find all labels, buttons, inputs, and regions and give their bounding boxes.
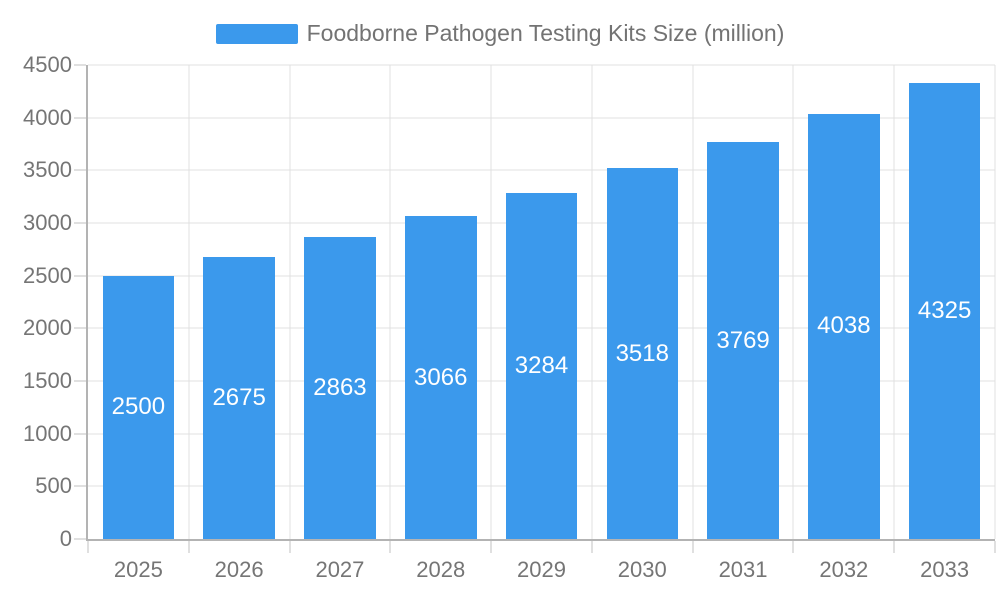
v-gridline	[389, 65, 391, 539]
bar-category: 4325	[894, 65, 995, 539]
x-axis-tick	[289, 541, 291, 553]
x-axis-tick	[490, 541, 492, 553]
x-axis-label: 2033	[920, 557, 970, 582]
y-axis-label: 2500	[23, 262, 72, 288]
bar[interactable]: 3518	[606, 168, 679, 539]
bar[interactable]: 4038	[808, 113, 880, 539]
bar[interactable]: 3769	[707, 142, 779, 539]
y-axis-line	[86, 65, 88, 541]
bar[interactable]: 2675	[203, 257, 275, 539]
x-axis-label: 2027	[315, 557, 365, 582]
plot-area: 2500 2675 2863 3066 3284 3518 3769 4038 4325 0 50…	[23, 54, 996, 581]
bar-category: 3066	[390, 65, 491, 539]
x-axis-tick	[893, 541, 895, 553]
bar-category: 3284	[491, 65, 592, 539]
bar-value-label: 3066	[414, 363, 468, 391]
bar-category: 2675	[189, 65, 290, 539]
bar[interactable]: 3284	[505, 193, 578, 539]
x-axis-label: 2029	[517, 557, 566, 582]
v-gridline	[591, 65, 593, 539]
y-axis-label: 1500	[23, 368, 72, 394]
y-axis-tick	[74, 485, 86, 487]
bar-value-label: 2500	[111, 393, 166, 421]
x-axis-tick	[792, 541, 794, 553]
bar-category: 2500	[88, 65, 189, 539]
y-axis-label: 1000	[23, 420, 72, 446]
x-axis-tick	[692, 541, 694, 553]
bar-value-label: 4325	[917, 297, 972, 325]
v-gridline	[692, 65, 694, 539]
x-axis-label: 2025	[113, 557, 163, 582]
y-axis-tick	[74, 169, 86, 171]
x-axis-line	[86, 539, 995, 541]
y-axis-label: 4000	[23, 104, 72, 130]
y-axis-tick	[74, 222, 86, 224]
bar-value-label: 2863	[313, 374, 367, 402]
y-axis-label: 3000	[23, 210, 72, 236]
bar-category: 4038	[793, 65, 894, 539]
v-gridline	[188, 65, 190, 539]
x-axis-tick	[87, 541, 89, 553]
bar-value-label: 3518	[615, 339, 669, 367]
y-axis-tick	[74, 380, 86, 382]
y-axis-tick	[74, 275, 86, 277]
x-axis-tick	[188, 541, 190, 553]
legend-label: Foodborne Pathogen Testing Kits Size (mi…	[306, 20, 785, 46]
h-gridline	[88, 117, 995, 119]
x-axis-label: 2026	[214, 557, 264, 582]
bar-category: 3769	[693, 65, 794, 539]
y-axis-label: 500	[35, 473, 72, 499]
x-axis-label: 2028	[416, 557, 466, 582]
bar-value-label: 4038	[817, 312, 871, 340]
bar-category: 2863	[290, 65, 391, 539]
bars-container: 2500 2675 2863 3066 3284 3518 3769 4038 4325	[88, 65, 995, 539]
y-axis-tick	[74, 538, 86, 540]
bar[interactable]: 2863	[304, 237, 376, 539]
y-axis-tick	[74, 117, 86, 119]
y-axis-tick	[74, 327, 86, 329]
x-axis-tick	[389, 541, 391, 553]
bar-value-label: 2675	[212, 384, 266, 412]
y-axis-label: 3500	[23, 157, 72, 183]
bar-value-label: 3284	[514, 352, 569, 380]
h-gridline	[88, 64, 995, 66]
legend-swatch-icon	[215, 23, 298, 44]
x-axis-label: 2031	[718, 557, 768, 582]
v-gridline	[994, 65, 996, 539]
y-axis-tick	[74, 433, 86, 435]
h-gridline	[88, 169, 995, 171]
v-gridline	[792, 65, 794, 539]
y-axis-tick	[74, 64, 86, 66]
x-axis-tick	[591, 541, 593, 553]
v-gridline	[490, 65, 492, 539]
v-gridline	[893, 65, 895, 539]
bar[interactable]: 3066	[404, 216, 477, 539]
x-axis-label: 2030	[617, 557, 667, 582]
bar-value-label: 3769	[716, 326, 770, 354]
chart-legend[interactable]: Foodborne Pathogen Testing Kits Size (mi…	[0, 20, 1000, 47]
v-gridline	[289, 65, 291, 539]
x-axis-label: 2032	[819, 557, 869, 582]
y-axis-label: 0	[59, 526, 72, 551]
bar[interactable]: 4325	[908, 83, 981, 539]
bar[interactable]: 2500	[102, 275, 175, 539]
y-axis-label: 2000	[23, 315, 72, 341]
y-axis-label: 4500	[23, 52, 72, 77]
x-axis-tick	[994, 541, 996, 553]
bar-category: 3518	[592, 65, 693, 539]
